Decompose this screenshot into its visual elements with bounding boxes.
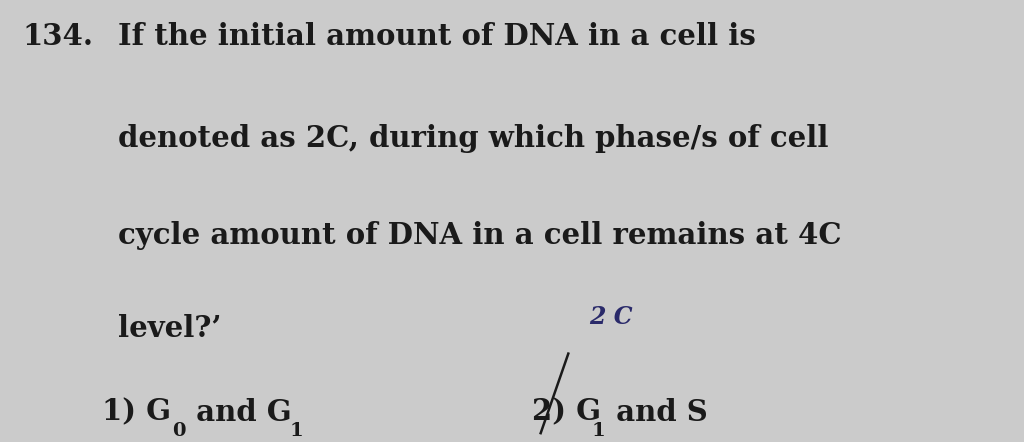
Text: 1: 1 — [592, 422, 605, 440]
Text: and G: and G — [186, 398, 292, 427]
Text: cycle amount of DNA in a cell remains at 4C: cycle amount of DNA in a cell remains at… — [118, 221, 842, 250]
Text: 1: 1 — [290, 422, 303, 440]
Text: 2 C: 2 C — [589, 305, 632, 329]
Text: 2) G: 2) G — [532, 398, 601, 427]
Text: 134.: 134. — [23, 22, 93, 51]
Text: and S: and S — [606, 398, 708, 427]
Text: 0: 0 — [172, 422, 185, 440]
Text: denoted as 2C, during which phase/s of cell: denoted as 2C, during which phase/s of c… — [118, 124, 828, 153]
Text: If the initial amount of DNA in a cell is: If the initial amount of DNA in a cell i… — [118, 22, 756, 51]
Text: 1) G: 1) G — [102, 398, 171, 427]
Text: level?’: level?’ — [118, 314, 221, 343]
